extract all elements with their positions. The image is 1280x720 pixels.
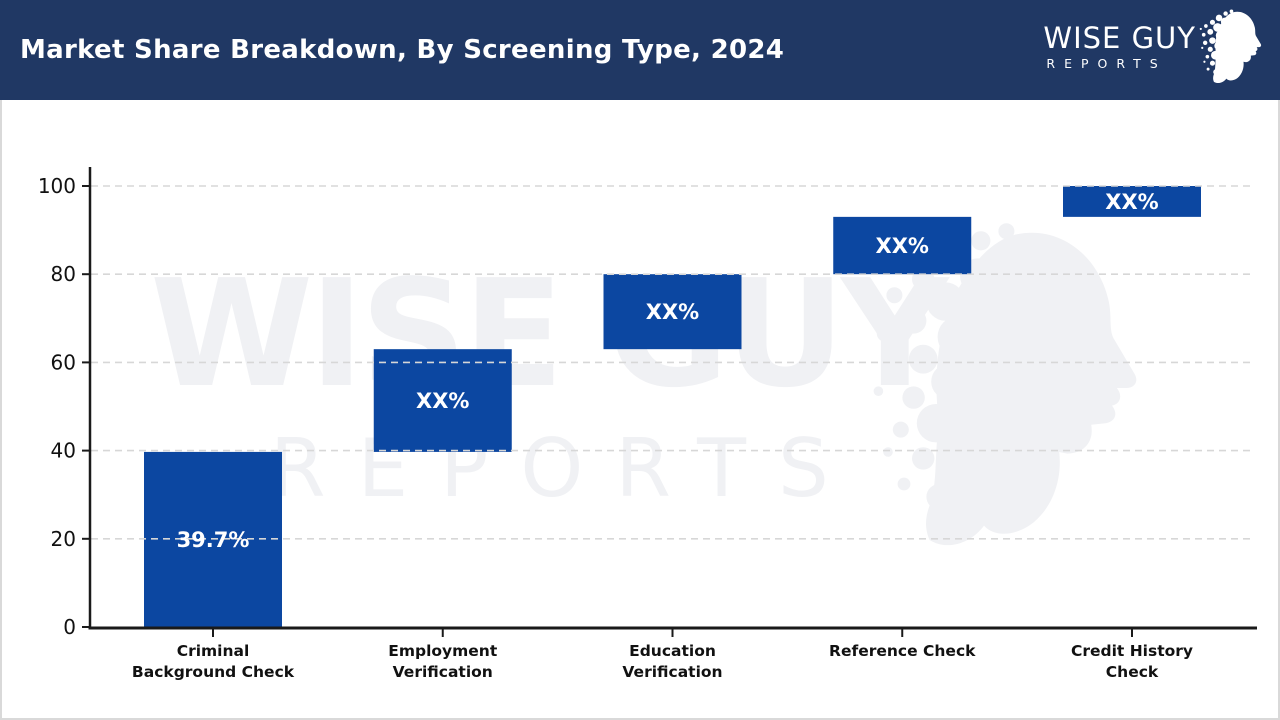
bar-segment	[373, 349, 512, 452]
bar-value-label: XX%	[646, 300, 699, 324]
brand-text: WISE GUY REPORTS	[1043, 21, 1196, 72]
waterfall-chart: 39.7% XX% XX% XX% XX% 0 20 40 60 80 100 Criminal Bac…	[38, 167, 1257, 681]
header-bar: Market Share Breakdown, By Screening Typ…	[0, 0, 1280, 100]
y-tick-label: 20	[51, 527, 76, 551]
bar-value-label: 39.7%	[177, 528, 250, 552]
bar-value-label: XX%	[1105, 190, 1158, 214]
brand-logo: WISE GUY REPORTS	[1043, 7, 1268, 95]
category-label: Education Verification	[622, 642, 722, 681]
brand-wordmark: WISE GUY	[1043, 21, 1196, 55]
bar-segment	[1063, 186, 1201, 217]
page-title: Market Share Breakdown, By Screening Typ…	[20, 35, 785, 65]
category-label: Criminal Background Check	[132, 642, 295, 681]
brand-subtext: REPORTS	[1046, 56, 1167, 72]
category-label: Credit History Check	[1071, 642, 1193, 681]
y-tick-label: 0	[63, 615, 76, 639]
y-tick-label: 60	[51, 350, 76, 374]
bar-value-label: XX%	[416, 389, 469, 413]
chart-canvas: WISE GUY REPORTS 39.7% XX% XX% XX% XX% 0 20 40 6…	[0, 100, 1280, 720]
y-tick-label: 100	[38, 174, 76, 198]
y-tick-label: 80	[51, 262, 76, 286]
watermark-subtext: REPORTS	[270, 422, 861, 515]
watermark-wordmark: WISE GUY	[150, 248, 948, 420]
bar-segment	[603, 274, 742, 350]
y-tick-label: 40	[51, 439, 76, 463]
brand-face-icon	[1192, 7, 1268, 91]
bar-value-label: XX%	[876, 234, 929, 258]
category-label: Employment Verification	[388, 642, 498, 681]
category-label: Reference Check	[829, 642, 976, 660]
bar-segment	[833, 216, 972, 275]
